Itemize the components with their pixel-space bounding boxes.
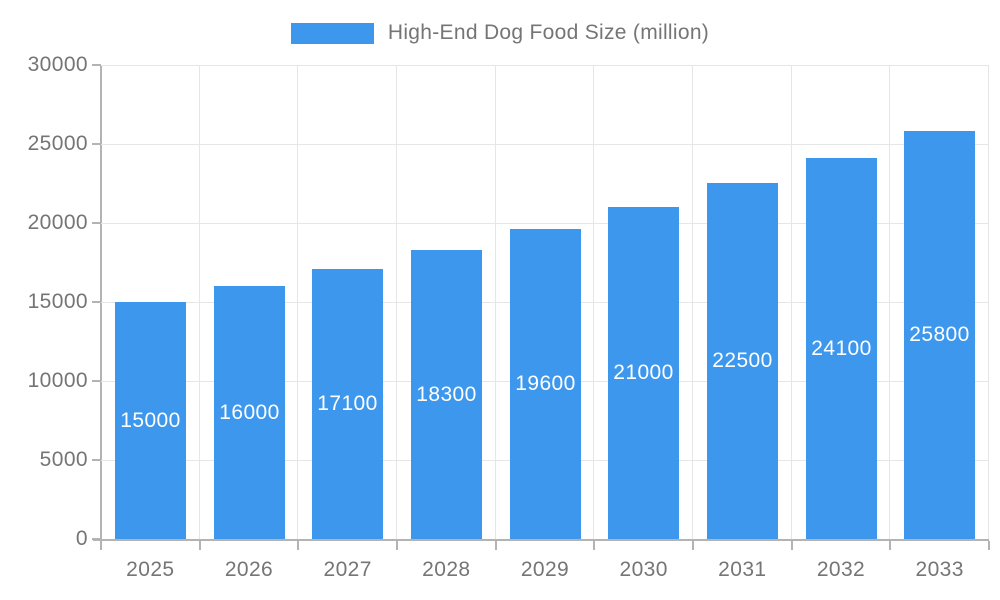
x-axis-tick [692,541,694,550]
x-axis-label: 2033 [915,558,964,581]
x-axis-label: 2028 [422,558,471,581]
x-axis-tick [396,541,398,550]
bar-value-label: 18300 [416,382,477,406]
bar[interactable] [312,269,383,539]
x-axis-tick [198,541,201,550]
legend: High-End Dog Food Size (million) [0,20,1000,46]
bar[interactable] [510,229,581,539]
legend-swatch [290,22,374,44]
y-axis-tick [92,64,101,66]
gridline-horizontal [101,65,989,66]
y-axis-tick [92,380,101,382]
x-axis-tick [100,541,102,550]
y-axis-tick [92,301,101,303]
y-axis-tick [92,538,101,540]
bar[interactable] [707,183,778,539]
y-axis-label: 5000 [39,448,88,471]
gridline-vertical [988,65,989,539]
bar-value-label: 25800 [909,323,970,346]
y-axis-tick [92,143,101,145]
bar-value-label: 21000 [613,361,674,384]
x-axis-label: 2025 [126,558,175,581]
x-axis-tick [889,541,892,550]
y-axis-label: 10000 [27,369,88,392]
plot-area: 15000 16000 17100 18300 19600 21000 22500 24100… [101,65,989,539]
x-axis-tick [790,541,793,550]
x-axis-label: 2031 [718,558,767,581]
bar-value-label: 17100 [317,392,378,415]
gridline-vertical [692,65,693,539]
bar-value-label: 15000 [120,408,181,432]
x-axis-tick [297,541,300,550]
x-axis-line [93,539,989,541]
bar[interactable] [214,286,285,539]
y-axis-label: 25000 [27,132,88,155]
bar[interactable] [411,250,482,539]
x-axis-label: 2029 [520,558,570,581]
gridline-horizontal [101,223,989,224]
bar-value-label: 16000 [219,400,280,424]
y-axis-label: 15000 [27,290,88,313]
x-axis-label: 2032 [816,558,866,581]
y-axis-tick [92,222,101,224]
bar-value-label: 22500 [712,349,773,372]
gridline-vertical [889,65,891,539]
x-axis-label: 2026 [224,558,274,581]
bar[interactable] [115,302,186,539]
bar[interactable] [608,207,679,539]
y-axis-label: 20000 [27,211,88,234]
bar[interactable] [806,158,877,539]
bar-value-label: 24100 [811,336,872,360]
gridline-vertical [297,65,299,539]
legend-label: High-End Dog Food Size (million) [387,21,710,44]
y-axis-label: 0 [75,527,88,550]
gridline-vertical [396,65,397,539]
x-axis-tick [494,541,497,550]
y-axis-tick [92,459,101,461]
gridline-horizontal [101,144,989,145]
gridline-vertical [790,65,792,539]
x-axis-tick [593,541,596,550]
gridline-vertical [593,65,595,539]
bar-value-label: 19600 [515,372,576,395]
x-axis-tick [988,541,990,550]
x-axis-label: 2027 [323,558,372,581]
bar[interactable] [904,131,975,539]
gridline-vertical [494,65,496,539]
x-axis-label: 2030 [619,558,668,581]
y-axis-label: 30000 [27,53,88,76]
y-axis-line [100,65,102,541]
gridline-vertical [198,65,200,539]
